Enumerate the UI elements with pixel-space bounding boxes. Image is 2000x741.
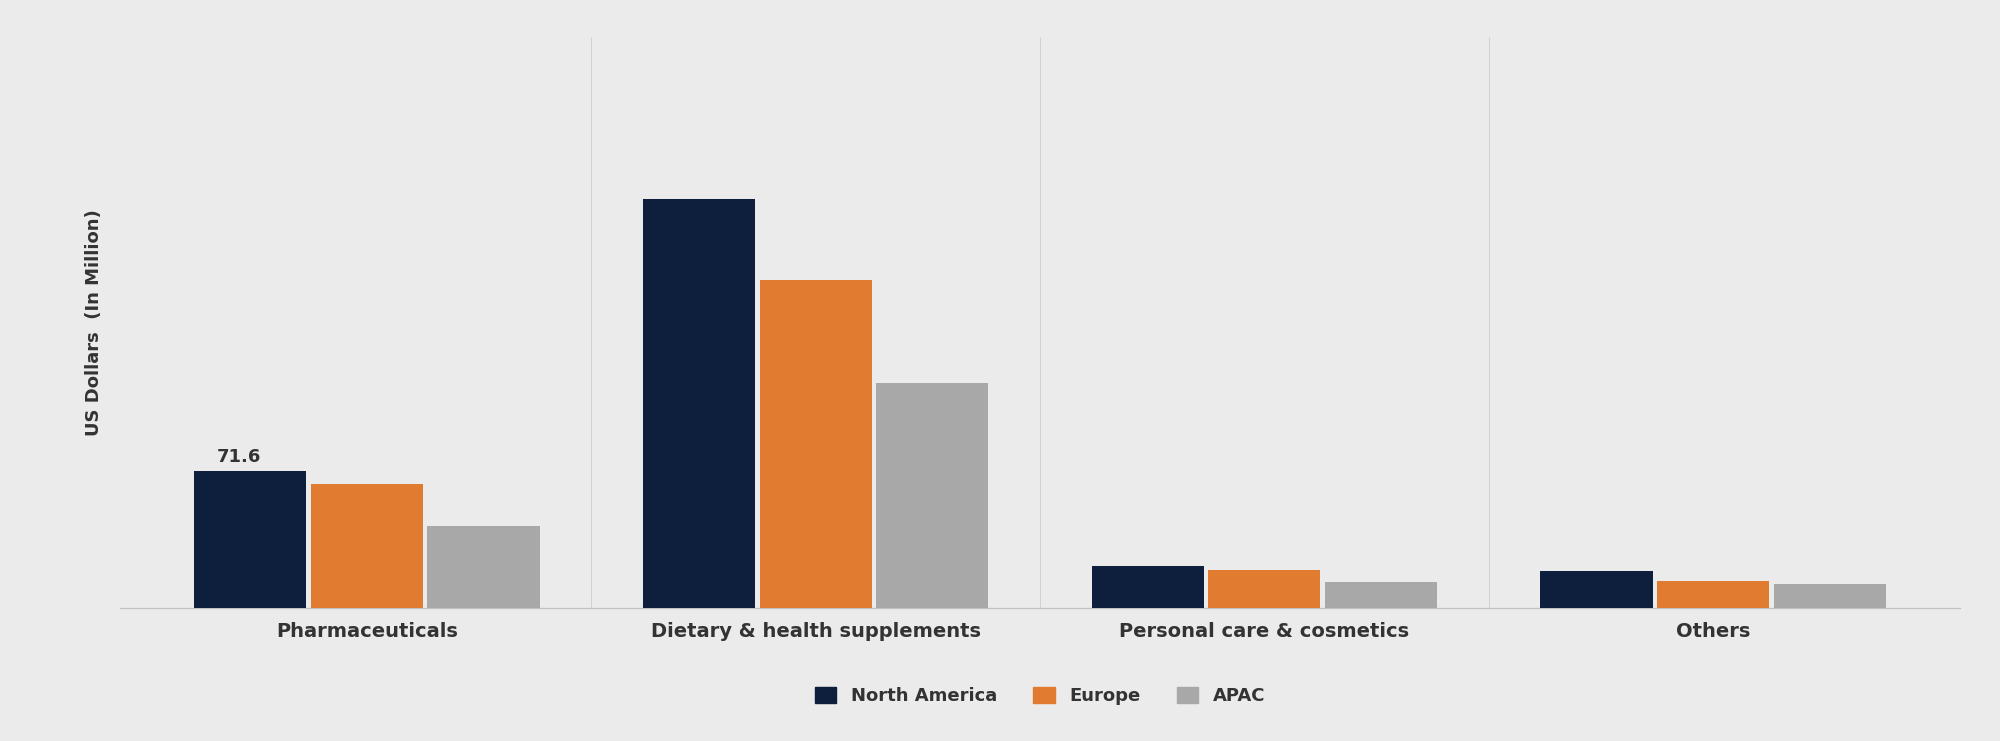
Bar	[1774, 584, 1886, 608]
Bar	[1092, 566, 1204, 608]
Bar	[1658, 581, 1770, 608]
Bar	[760, 281, 872, 608]
Text: 71.6: 71.6	[216, 448, 260, 466]
Bar	[194, 471, 306, 608]
Bar	[1540, 571, 1652, 608]
Bar	[1208, 570, 1320, 608]
Bar	[1324, 582, 1438, 608]
Legend: North America, Europe, APAC: North America, Europe, APAC	[808, 680, 1272, 713]
Bar	[428, 526, 540, 608]
Y-axis label: US Dollars  (In Million): US Dollars (In Million)	[86, 209, 104, 436]
Bar	[642, 199, 756, 608]
Bar	[876, 383, 988, 608]
Bar	[310, 484, 422, 608]
